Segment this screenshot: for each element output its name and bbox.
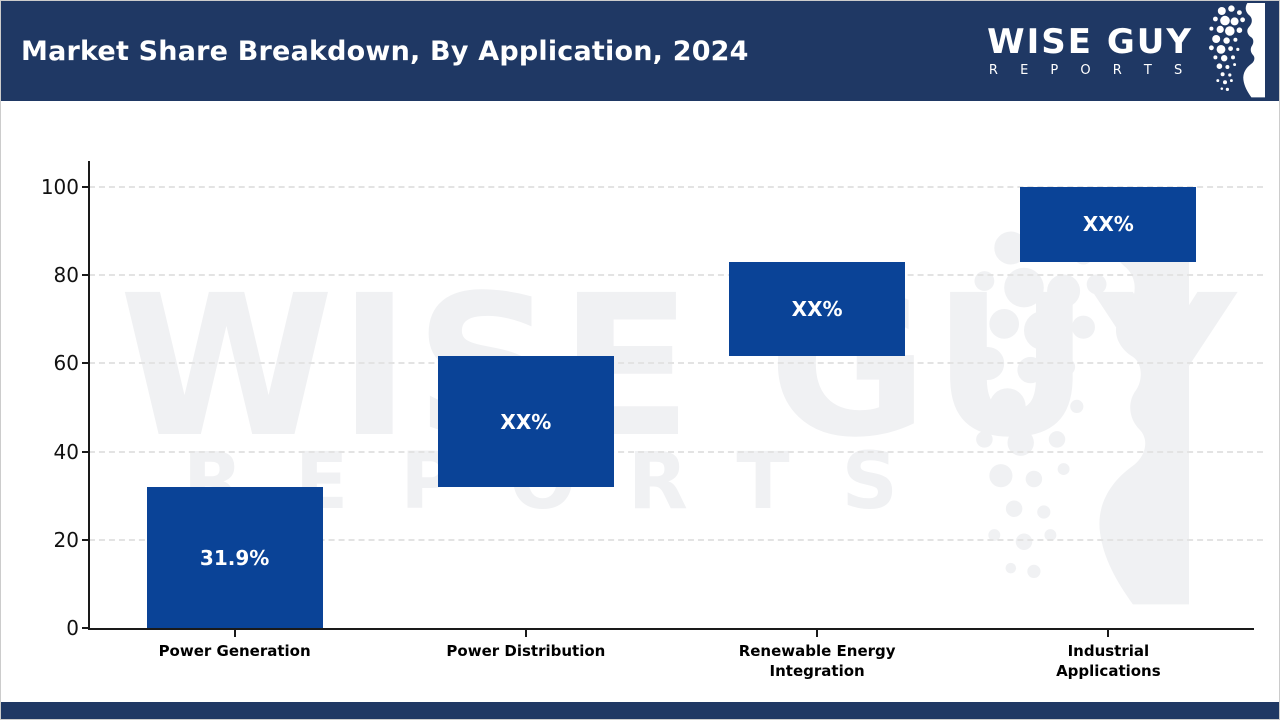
y-axis-tickmark: [82, 186, 89, 188]
header-bar: Market Share Breakdown, By Application, …: [1, 1, 1279, 101]
page-title: Market Share Breakdown, By Application, …: [21, 35, 749, 67]
wise-guy-logo: WISE GUY R E P O R T S: [987, 1, 1271, 101]
x-axis-tickmark: [524, 630, 527, 637]
y-axis-tick-label: 80: [53, 263, 79, 288]
x-axis-tickmark: [233, 630, 236, 637]
y-axis-tickmark: [82, 274, 89, 277]
x-axis-line: [88, 628, 1254, 630]
x-axis-category-label: Industrial Applications: [1056, 642, 1161, 681]
y-axis-tick-label: 40: [53, 439, 79, 464]
y-axis-tickmark: [82, 538, 89, 541]
y-axis-tick-label: 0: [66, 616, 79, 640]
y-axis-tick-label: 20: [53, 527, 79, 552]
bar-value-label: XX%: [500, 409, 552, 434]
y-axis-line: [88, 161, 90, 630]
bar-power-distribution: XX%: [437, 355, 614, 488]
gridline-y80: [89, 274, 1263, 277]
chart-plot-area: 0 20 40 60 80 100 31.9% Power Generation XX% Powe…: [1, 101, 1279, 704]
x-axis-tickmark: [1107, 630, 1110, 637]
logo-reports-text: R E P O R T S: [988, 62, 1192, 78]
y-axis-tick-label: 100: [40, 175, 79, 199]
logo-text: WISE GUY R E P O R T S: [987, 25, 1193, 78]
bar-value-label: XX%: [1082, 212, 1134, 237]
gridline-y60: [89, 362, 1263, 365]
bar-power-generation: 31.9%: [146, 487, 323, 628]
bar-value-label: XX%: [791, 296, 843, 321]
logo-name-text: WISE GUY: [987, 21, 1193, 62]
y-axis-tickmark: [82, 450, 89, 453]
bar-industrial-applications: XX%: [1020, 187, 1197, 262]
watermark-wiseguy-text: WISE GUY: [119, 253, 1240, 480]
gridline-y40: [89, 450, 1263, 453]
gridline-y20: [89, 538, 1263, 541]
x-axis-tickmark: [816, 630, 819, 637]
y-axis-tick-label: 60: [53, 351, 79, 376]
x-axis-category-label: Renewable Energy Integration: [738, 642, 896, 681]
y-axis-tickmark: [82, 362, 89, 365]
gridline-y100: [89, 186, 1263, 188]
footer-bar: [1, 702, 1279, 719]
x-axis-category-label: Power Generation: [158, 642, 311, 660]
y-axis-tickmark: [82, 627, 89, 629]
bar-renewable-energy-integration: XX%: [729, 261, 906, 356]
x-axis-category-label: Power Distribution: [446, 642, 606, 660]
bar-value-label: 31.9%: [199, 545, 270, 570]
